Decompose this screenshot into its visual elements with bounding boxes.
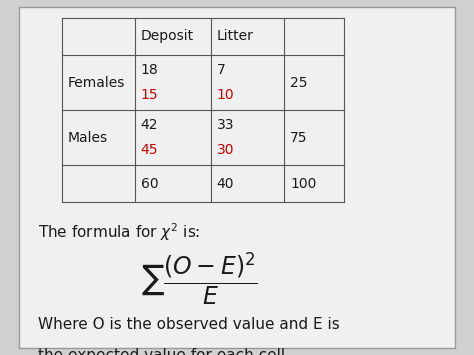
Text: The formula for $\chi^2$ is:: The formula for $\chi^2$ is:	[38, 222, 201, 244]
Text: 18: 18	[141, 64, 158, 77]
Text: 42: 42	[141, 119, 158, 132]
Text: Females: Females	[67, 76, 125, 89]
Text: 75: 75	[290, 131, 308, 144]
Text: Deposit: Deposit	[141, 29, 194, 43]
Text: 60: 60	[141, 177, 158, 191]
Text: 40: 40	[217, 177, 234, 191]
Text: 100: 100	[290, 177, 317, 191]
Text: 25: 25	[290, 76, 308, 89]
Text: 10: 10	[217, 88, 234, 102]
Text: 33: 33	[217, 119, 234, 132]
Text: Where O is the observed value and E is: Where O is the observed value and E is	[38, 317, 340, 332]
Text: Males: Males	[67, 131, 108, 144]
Text: 45: 45	[141, 143, 158, 157]
Text: 30: 30	[217, 143, 234, 157]
Text: 7: 7	[217, 64, 225, 77]
Text: the expected value for each cell.: the expected value for each cell.	[38, 348, 290, 355]
FancyBboxPatch shape	[19, 7, 455, 348]
Text: 15: 15	[141, 88, 158, 102]
Text: Litter: Litter	[217, 29, 254, 43]
Text: $\sum\dfrac{(O-E)^2}{E}$: $\sum\dfrac{(O-E)^2}{E}$	[141, 250, 257, 307]
